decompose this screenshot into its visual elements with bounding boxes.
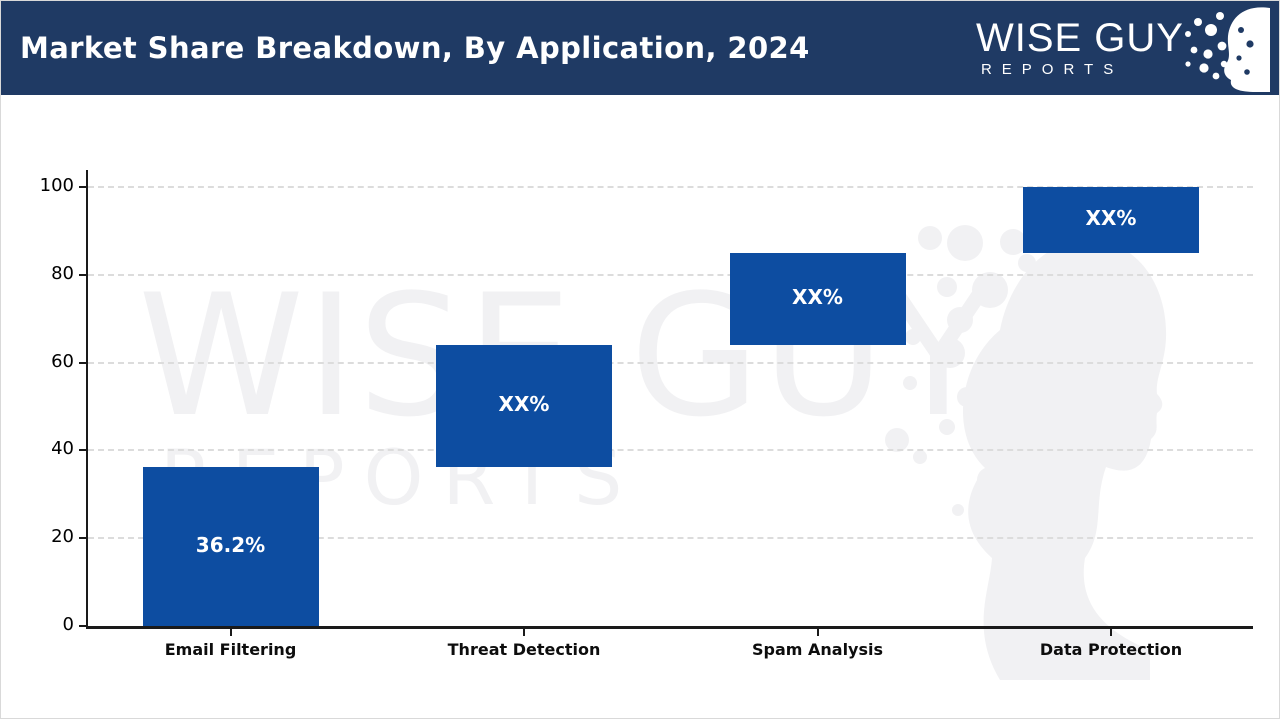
x-tick-mark [816,629,819,636]
y-tick-label: 80 [51,262,74,284]
wise-guy-head-icon [1185,6,1270,92]
bar-email-filtering [142,467,319,626]
x-axis-label-data-protection: Data Protection [1039,640,1183,659]
x-axis [86,626,1253,629]
bar-value-label: XX% [792,284,843,309]
y-tick-mark [79,625,86,627]
gridline [88,537,1253,540]
y-tick-label: 0 [62,614,74,635]
x-axis-label-email-filtering: Email Filtering [164,640,297,659]
y-axis [86,170,88,628]
x-tick-mark [523,629,525,636]
brand-logo-text: WISE GUY REPORTS [976,18,1184,78]
y-tick-mark [79,537,86,540]
x-tick-mark [229,629,232,636]
wise-guy-head-icon [885,225,1167,680]
y-tick-label: 60 [51,350,74,372]
y-tick-mark [79,273,86,276]
gridline [88,273,1253,276]
brand-tagline: REPORTS [980,60,1124,78]
y-tick-label: 100 [39,175,74,196]
page-title: Market Share Breakdown, By Application, … [20,30,810,65]
bar-threat-detection [436,345,612,468]
y-tick-mark [79,449,86,452]
brand-name: WISE GUY [975,15,1184,60]
bar-value-label: XX% [1085,205,1137,230]
x-tick-mark [1110,629,1112,636]
x-axis-label-threat-detection: Threat Detection [447,640,601,659]
y-tick-mark [79,361,86,364]
x-axis-label-spam-analysis: Spam Analysis [751,640,884,659]
brand-logo: WISE GUY REPORTS [976,4,1270,92]
bar-value-label: 36.2% [195,532,266,557]
y-tick-label: 40 [51,438,74,460]
y-tick-label: 20 [51,526,74,548]
gridline [88,449,1253,452]
gridline [88,186,1253,188]
bar-value-label: XX% [498,392,550,417]
y-tick-mark [79,186,86,188]
gridline [88,361,1253,364]
bar-spam-analysis [729,252,906,346]
header: Market Share Breakdown, By Application, … [0,0,1280,95]
